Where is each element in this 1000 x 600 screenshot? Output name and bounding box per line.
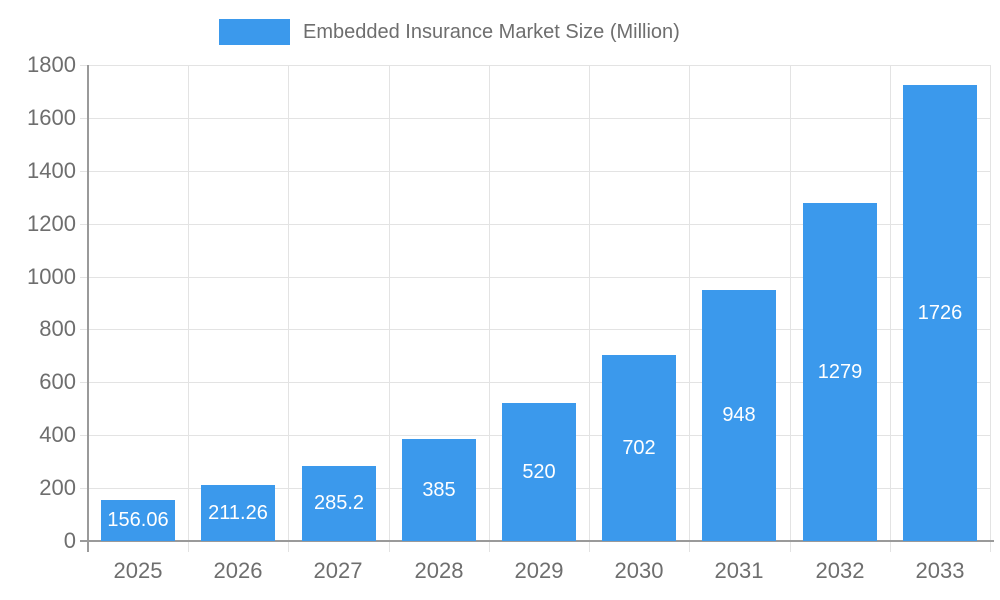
- legend-item[interactable]: Embedded Insurance Market Size (Million): [219, 19, 680, 45]
- bar-2032[interactable]: 1279: [803, 203, 877, 541]
- y-gridline: [80, 329, 990, 330]
- bar-value-label: 211.26: [208, 501, 268, 524]
- x-tick-label-2031: 2031: [714, 558, 764, 583]
- x-gridline: [689, 65, 690, 552]
- bar-value-label: 520: [522, 460, 556, 483]
- bar-2030[interactable]: 702: [602, 355, 676, 541]
- y-tick-label: 800: [39, 316, 76, 341]
- bar-2025[interactable]: 156.06: [101, 500, 175, 541]
- bar-2033[interactable]: 1726: [903, 85, 977, 541]
- x-gridline: [489, 65, 490, 552]
- bar-2027[interactable]: 285.2: [302, 466, 376, 541]
- y-axis-line: [87, 65, 89, 552]
- x-tick-label-2027: 2027: [313, 558, 363, 583]
- bar-2031[interactable]: 948: [702, 290, 776, 541]
- bar-2028[interactable]: 385: [402, 439, 476, 541]
- x-tick-label-2032: 2032: [815, 558, 865, 583]
- bar-2029[interactable]: 520: [502, 403, 576, 541]
- y-gridline: [80, 171, 990, 172]
- y-gridline: [80, 382, 990, 383]
- x-gridline: [990, 65, 991, 552]
- y-tick-label: 400: [39, 422, 76, 447]
- y-gridline: [80, 65, 990, 66]
- x-tick-label-2030: 2030: [614, 558, 664, 583]
- x-tick-label-2026: 2026: [213, 558, 263, 583]
- bar-2026[interactable]: 211.26: [201, 485, 275, 541]
- x-tick-label-2028: 2028: [414, 558, 464, 583]
- x-tick-label-2033: 2033: [915, 558, 965, 583]
- y-tick-label: 1400: [27, 158, 76, 183]
- bar-value-label: 948: [722, 404, 756, 426]
- y-tick-label: 200: [39, 475, 76, 500]
- bar-value-label: 156.06: [107, 509, 169, 531]
- y-gridline: [80, 118, 990, 119]
- y-tick-label: 1800: [27, 52, 76, 77]
- x-gridline: [589, 65, 590, 552]
- x-gridline: [389, 65, 390, 552]
- legend-swatch-icon: [219, 19, 290, 45]
- legend-label: Embedded Insurance Market Size (Million): [303, 21, 680, 43]
- x-gridline: [790, 65, 791, 552]
- bar-value-label: 385: [422, 478, 456, 501]
- bar-value-label: 1726: [917, 301, 963, 324]
- x-axis-line: [80, 540, 994, 542]
- x-gridline: [890, 65, 891, 552]
- bar-value-label: 702: [622, 436, 656, 459]
- y-gridline: [80, 277, 990, 278]
- x-tick-label-2025: 2025: [113, 558, 163, 583]
- x-tick-label-2029: 2029: [514, 558, 564, 583]
- y-gridline: [80, 224, 990, 225]
- y-tick-label: 600: [39, 369, 76, 394]
- y-tick-label: 1000: [27, 264, 76, 289]
- y-tick-label: 0: [63, 528, 76, 553]
- y-tick-label: 1600: [27, 105, 76, 130]
- x-gridline: [288, 65, 289, 552]
- x-gridline: [188, 65, 189, 552]
- y-tick-label: 1200: [27, 211, 76, 236]
- bar-value-label: 285.2: [313, 492, 365, 514]
- bar-value-label: 1279: [817, 360, 863, 383]
